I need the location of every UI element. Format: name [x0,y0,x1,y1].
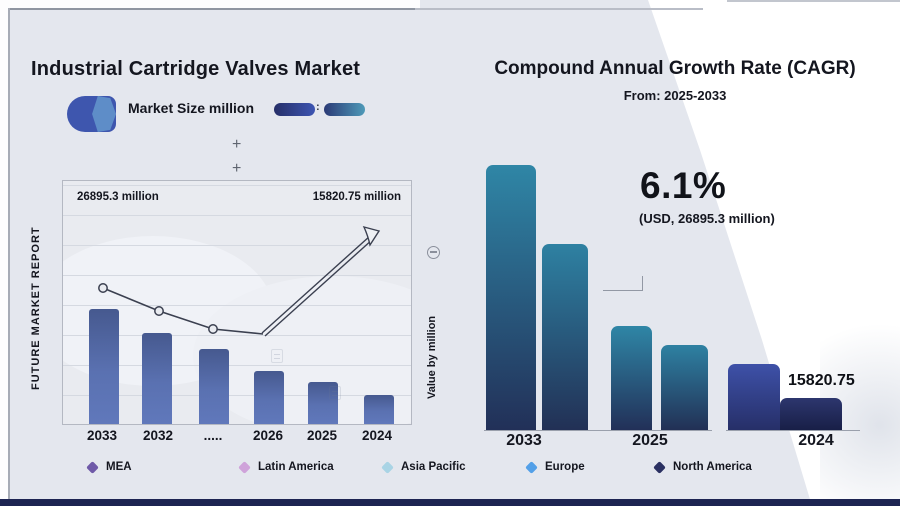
legend-item-latin-america: Latin America [238,460,334,474]
bottom-accent-bar [0,499,900,506]
region-legend: MEA Latin America Asia Pacific Europe North … [0,460,900,483]
frame-border [415,8,703,10]
legend-label: Latin America [258,461,334,473]
cagr-subtitle: From: 2025-2033 [623,88,727,103]
bar-2024-primary [728,364,780,430]
frame-margin [0,0,420,8]
market-size-label: Market Size million [128,100,255,116]
bar-2033-primary [486,165,536,430]
plus-icon: + [232,160,242,177]
legend-label: MEA [106,461,132,473]
page-title: Industrial Cartridge Valves Market [31,58,361,80]
step-bracket-icon [603,276,643,291]
diamond-marker-icon [238,460,251,474]
bar-2033-secondary [542,244,588,430]
x-axis-label: 2024 [361,428,393,443]
frame-border [8,8,10,506]
diamond-marker-icon [86,460,99,474]
value-axis-label: Value by million [426,315,438,400]
legend-item-asia-pacific: Asia Pacific [381,460,466,474]
chart-annotation-end: 15820.75 million [312,191,401,203]
x-axis-line [726,430,860,431]
x-axis-labels: 2033 2032..... 2026 2025 2024 [62,428,412,446]
x-axis-label: 2025 [306,428,338,443]
bar-2025-primary [611,326,652,430]
x-axis-label: 2024 [798,432,834,449]
frame-margin [0,0,8,506]
bar-..... [199,349,229,424]
diamond-marker-icon [381,460,394,474]
bar-2033 [89,309,119,424]
x-axis-label: 2025 [632,432,668,449]
x-axis-label: 2032 [142,428,174,443]
legend-label: North America [673,461,752,473]
legend-label: Europe [545,461,585,473]
bar-2026 [254,371,284,424]
x-axis-label: 2033 [86,428,118,443]
bar-2024-secondary [780,398,842,430]
bar-2032 [142,333,172,424]
minus-circle-icon [427,246,440,259]
bar-2025 [308,382,338,424]
left-vertical-watermark: FUTURE MARKET REPORT [30,226,42,390]
cagr-detail: (USD, 26895.3 million) [639,211,775,226]
frame-border [8,8,415,10]
bar-2025-secondary [661,345,708,430]
chart-annotation-start: 26895.3 million [77,191,159,203]
frame-border [727,0,900,2]
pill-badge-icon [274,103,315,116]
diamond-marker-icon [525,460,538,474]
legend-label: Asia Pacific [401,461,466,473]
bar-2024 [364,395,394,424]
x-axis-line [484,430,712,431]
document-watermark-icon [329,386,341,400]
legend-item-europe: Europe [525,460,585,474]
trend-arrow [98,225,381,337]
cagr-title: Compound Annual Growth Rate (CAGR) [494,58,856,79]
chart-annotation-value: 15820.75 [788,372,855,389]
x-axis-label: 2026 [252,428,284,443]
market-size-chart: 26895.3 million 15820.75 million [62,180,412,425]
diamond-marker-icon [653,460,666,474]
cylinder-valve-icon [67,96,116,132]
pill-separator: : [316,101,320,113]
x-axis-label: 2033 [506,432,542,449]
x-axis-label: ..... [203,428,223,443]
plus-icon: + [232,136,242,153]
document-watermark-icon [271,349,283,363]
pill-badge-icon [324,103,365,116]
cagr-value: 6.1% [640,165,727,206]
chart-gridlines [63,181,411,424]
legend-item-mea: MEA [86,460,132,474]
legend-item-north-america: North America [653,460,752,474]
